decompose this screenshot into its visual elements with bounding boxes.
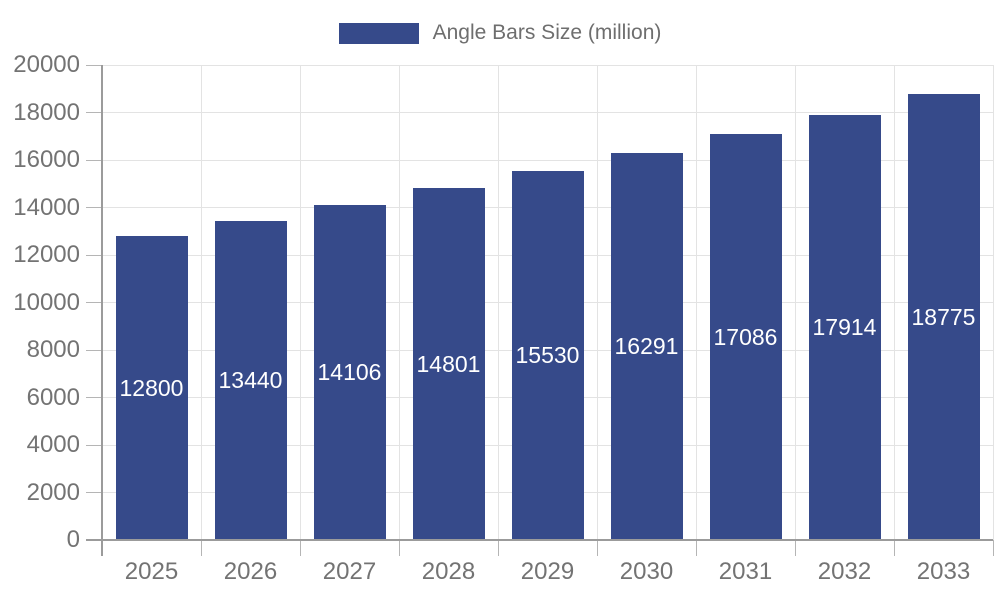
bar: 18775: [907, 94, 980, 540]
bar: 16291: [610, 153, 683, 540]
y-tick-label: 2000: [26, 478, 80, 506]
bar-value-label: 16291: [614, 333, 679, 360]
bar: 15530: [511, 171, 584, 540]
x-tick-label: 2026: [223, 558, 278, 585]
v-gridline: [200, 65, 202, 540]
x-axis-tick: [794, 540, 796, 556]
bar: 13440: [214, 220, 287, 540]
h-gridline: [102, 159, 993, 161]
v-gridline: [497, 65, 499, 540]
x-axis-tick: [200, 540, 202, 556]
v-gridline: [794, 65, 796, 540]
y-axis-tick: [86, 444, 102, 446]
x-tick-label: 2032: [817, 558, 872, 585]
y-axis-tick: [86, 492, 102, 493]
legend-label: Angle Bars Size (million): [432, 21, 662, 44]
x-tick-label: 2030: [619, 558, 674, 585]
bar-value-label: 18775: [911, 303, 976, 330]
y-tick-label: 14000: [13, 193, 80, 221]
bar: 14106: [313, 204, 386, 540]
y-tick-label: 12000: [13, 241, 80, 268]
x-axis-tick: [299, 540, 301, 556]
y-axis-tick: [86, 159, 102, 161]
y-axis-tick: [86, 397, 102, 398]
v-gridline: [596, 65, 598, 540]
x-tick-label: 2025: [124, 558, 179, 585]
x-tick-label: 2031: [718, 558, 773, 585]
y-tick-label: 20000: [13, 51, 80, 78]
bar-value-label: 13440: [218, 366, 283, 393]
bar-value-label: 14106: [317, 358, 382, 385]
x-tick-label: 2028: [421, 558, 476, 585]
y-tick-label: 10000: [13, 288, 80, 316]
y-axis-line: [101, 65, 103, 556]
v-gridline: [695, 65, 697, 540]
x-tick-label: 2033: [916, 558, 971, 585]
y-tick-label: 16000: [13, 146, 80, 173]
bar: 17086: [709, 134, 782, 540]
v-gridline: [299, 65, 301, 540]
y-axis-tick: [86, 207, 102, 208]
x-axis-line: [86, 539, 993, 541]
x-axis-tick: [596, 540, 598, 556]
x-axis-tick: [497, 540, 499, 556]
bar-value-label: 12800: [119, 374, 184, 401]
v-gridline: [893, 65, 895, 540]
y-axis-tick: [86, 112, 102, 113]
y-tick-label: 4000: [26, 431, 80, 458]
bar: 12800: [115, 236, 188, 540]
x-axis-tick: [893, 540, 895, 556]
x-tick-label: 2027: [322, 558, 377, 585]
bar-value-label: 15530: [515, 342, 580, 369]
y-tick-label: 8000: [26, 336, 80, 363]
x-axis-tick: [992, 540, 994, 556]
y-tick-label: 18000: [13, 98, 80, 126]
v-gridline: [398, 65, 400, 540]
y-tick-label: 6000: [26, 383, 80, 411]
x-axis-tick: [398, 540, 400, 556]
y-axis-tick: [86, 302, 102, 303]
y-tick-label: 0: [66, 526, 80, 553]
legend-swatch: [338, 22, 419, 44]
bar-value-label: 17086: [713, 323, 778, 350]
bar-value-label: 14801: [416, 350, 481, 377]
bar-value-label: 17914: [812, 313, 877, 340]
bar: 17914: [808, 114, 881, 540]
h-gridline: [102, 64, 993, 66]
x-axis-tick: [695, 540, 697, 556]
h-gridline: [102, 112, 993, 113]
y-axis-tick: [86, 254, 102, 256]
chart-legend: Angle Bars Size (million): [0, 20, 1000, 46]
bar: 14801: [412, 188, 485, 540]
y-axis-tick: [86, 349, 102, 351]
x-tick-label: 2029: [520, 558, 575, 585]
v-gridline: [992, 65, 994, 540]
y-axis-tick: [86, 64, 102, 66]
